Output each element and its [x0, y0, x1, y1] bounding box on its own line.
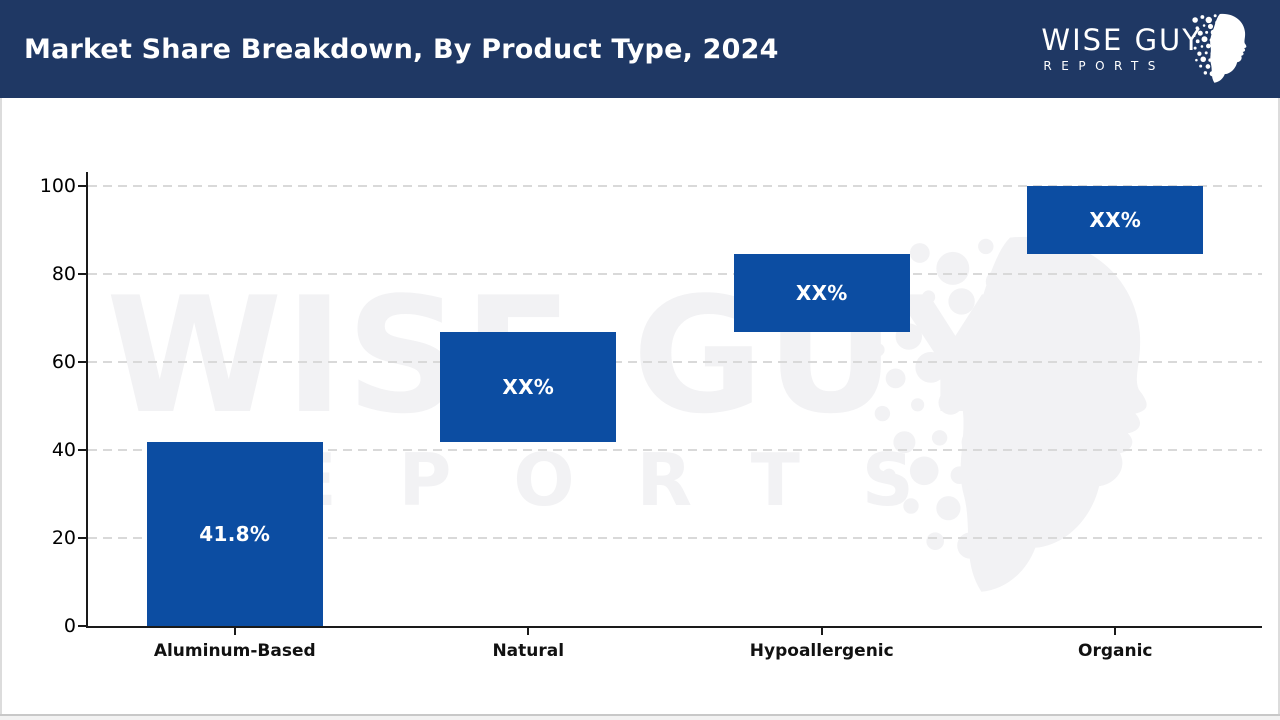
y-axis-line — [86, 172, 88, 628]
y-tick-80 — [78, 273, 88, 275]
gridline-80 — [88, 273, 1262, 275]
x-category-label: Aluminum-Based — [153, 641, 316, 661]
x-category-label: Organic — [1078, 641, 1153, 661]
gridline-40 — [88, 449, 1262, 451]
x-axis-line — [86, 626, 1262, 628]
page-bottom-border — [0, 714, 1280, 716]
gridline-20 — [88, 537, 1262, 539]
y-tick-label-0: 0 — [63, 615, 76, 637]
gridline-100 — [88, 185, 1262, 187]
y-tick-label-20: 20 — [51, 527, 76, 549]
bar-hypoallergenic: XX% — [733, 254, 910, 333]
wiseguy-head-icon — [1190, 11, 1254, 87]
x-tick-3 — [1114, 626, 1117, 635]
header-bar: Market Share Breakdown, By Product Type,… — [0, 0, 1280, 98]
page-bottom-margin — [0, 716, 1280, 720]
x-tick-1 — [527, 626, 530, 635]
y-tick-label-100: 100 — [39, 175, 76, 197]
y-tick-60 — [78, 361, 88, 363]
bar-aluminum-based: 41.8% — [146, 442, 323, 626]
y-tick-0 — [78, 625, 88, 627]
y-tick-label-40: 40 — [51, 439, 76, 461]
y-tick-label-80: 80 — [51, 263, 76, 285]
bar-natural: XX% — [440, 332, 617, 443]
gridline-60 — [88, 361, 1262, 363]
y-tick-40 — [78, 449, 88, 451]
x-tick-2 — [820, 626, 823, 635]
y-tick-20 — [78, 537, 88, 539]
y-tick-label-60: 60 — [51, 351, 76, 373]
chart-title: Market Share Breakdown, By Product Type,… — [24, 33, 779, 65]
brand-subtitle: REPORTS — [1043, 58, 1165, 73]
brand-logo: WISE GUY REPORTS — [1041, 11, 1254, 87]
bar-value-label: 41.8% — [199, 522, 271, 547]
y-tick-100 — [78, 185, 88, 187]
x-category-label: Hypoallergenic — [749, 641, 894, 661]
brand-logo-text: WISE GUY REPORTS — [1041, 22, 1202, 73]
bar-value-label: XX% — [1089, 208, 1142, 233]
bar-value-label: XX% — [502, 375, 555, 400]
x-category-label: Natural — [492, 641, 565, 661]
x-tick-0 — [233, 626, 236, 635]
page-left-border — [0, 98, 2, 720]
bar-value-label: XX% — [795, 281, 848, 306]
page-right-border — [1278, 98, 1280, 720]
brand-name: WISE GUY — [1041, 22, 1202, 57]
bar-organic: XX% — [1027, 186, 1204, 255]
